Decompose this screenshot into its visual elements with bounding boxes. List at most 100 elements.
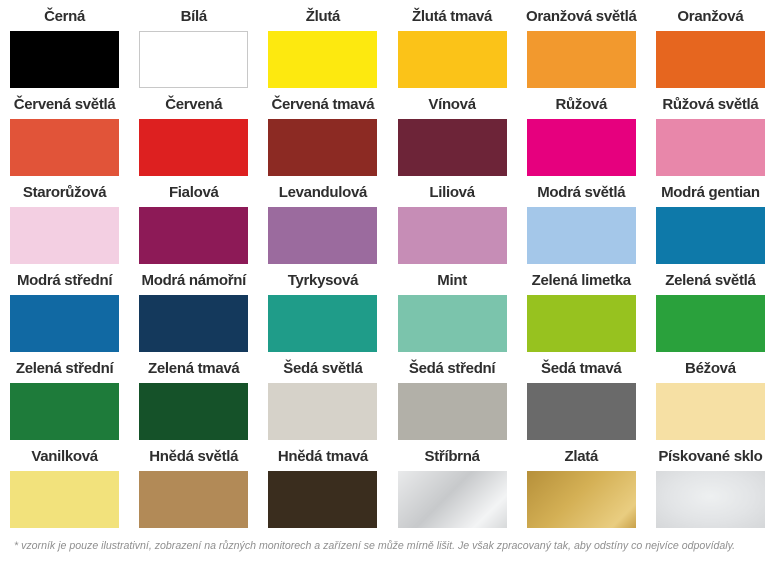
swatch-cell: Tyrkysová bbox=[258, 264, 387, 352]
swatch-cell: Hnědá tmavá bbox=[258, 440, 387, 528]
color-swatch bbox=[268, 295, 378, 352]
color-swatch bbox=[10, 295, 120, 352]
swatch-cell: Modrá gentian bbox=[646, 176, 775, 264]
swatch-label: Zlatá bbox=[564, 448, 598, 465]
swatch-cell: Červená tmavá bbox=[258, 88, 387, 176]
color-swatch bbox=[397, 383, 507, 440]
swatch-cell: Mint bbox=[388, 264, 517, 352]
swatch-label: Zelená světlá bbox=[665, 272, 756, 289]
swatch-label: Béžová bbox=[685, 360, 736, 377]
color-swatch bbox=[10, 383, 120, 440]
swatch-cell: Černá bbox=[0, 0, 129, 88]
color-swatch bbox=[10, 207, 120, 264]
color-swatch bbox=[526, 471, 636, 528]
color-swatch bbox=[526, 119, 636, 176]
swatch-cell: Hnědá světlá bbox=[129, 440, 258, 528]
swatch-grid: Černá Bílá Žlutá Žlutá tmavá Oranžová světlá… bbox=[0, 0, 775, 528]
color-swatch bbox=[139, 295, 249, 352]
color-swatch bbox=[139, 31, 249, 88]
swatch-cell: Modrá námořní bbox=[129, 264, 258, 352]
swatch-label: Červená tmavá bbox=[271, 96, 375, 113]
color-swatch bbox=[268, 119, 378, 176]
color-swatch bbox=[10, 119, 120, 176]
swatch-cell: Liliová bbox=[388, 176, 517, 264]
swatch-cell: Oranžová světlá bbox=[517, 0, 646, 88]
swatch-cell: Modrá střední bbox=[0, 264, 129, 352]
swatch-cell: Béžová bbox=[646, 352, 775, 440]
swatch-label: Modrá střední bbox=[16, 272, 113, 289]
color-swatch bbox=[397, 119, 507, 176]
swatch-cell: Modrá světlá bbox=[517, 176, 646, 264]
swatch-label: Šedá světlá bbox=[283, 360, 363, 377]
color-swatch bbox=[268, 383, 378, 440]
swatch-cell: Vínová bbox=[388, 88, 517, 176]
swatch-label: Pískované sklo bbox=[658, 448, 763, 465]
swatch-cell: Žlutá tmavá bbox=[388, 0, 517, 88]
color-swatch bbox=[655, 471, 765, 528]
swatch-label: Zelená limetka bbox=[531, 272, 631, 289]
color-swatch bbox=[655, 31, 765, 88]
swatch-cell: Červená bbox=[129, 88, 258, 176]
swatch-label: Modrá námořní bbox=[141, 272, 247, 289]
swatch-label: Černá bbox=[44, 8, 86, 25]
color-swatch bbox=[397, 31, 507, 88]
swatch-cell: Pískované sklo bbox=[646, 440, 775, 528]
swatch-label: Zelená střední bbox=[15, 360, 114, 377]
swatch-cell: Zelená tmavá bbox=[129, 352, 258, 440]
swatch-cell: Levandulová bbox=[258, 176, 387, 264]
color-swatch bbox=[655, 119, 765, 176]
swatch-cell: Růžová bbox=[517, 88, 646, 176]
swatch-label: Zelená tmavá bbox=[148, 360, 240, 377]
color-swatch bbox=[526, 31, 636, 88]
color-swatch bbox=[139, 383, 249, 440]
color-swatch bbox=[655, 207, 765, 264]
swatch-cell: Červená světlá bbox=[0, 88, 129, 176]
swatch-label: Liliová bbox=[429, 184, 475, 201]
color-swatch bbox=[526, 207, 636, 264]
swatch-cell: Zelená střední bbox=[0, 352, 129, 440]
swatch-label: Modrá světlá bbox=[537, 184, 626, 201]
swatch-label: Červená světlá bbox=[13, 96, 116, 113]
swatch-label: Vínová bbox=[428, 96, 476, 113]
swatch-label: Hnědá tmavá bbox=[277, 448, 368, 465]
swatch-label: Tyrkysová bbox=[287, 272, 359, 289]
color-swatch bbox=[397, 295, 507, 352]
swatch-label: Hnědá světlá bbox=[149, 448, 239, 465]
color-swatch bbox=[139, 471, 249, 528]
swatch-cell: Zelená světlá bbox=[646, 264, 775, 352]
color-swatch bbox=[397, 207, 507, 264]
footnote: * vzorník je pouze ilustrativní, zobraze… bbox=[14, 540, 736, 552]
color-swatch bbox=[10, 471, 120, 528]
swatch-label: Růžová bbox=[555, 96, 608, 113]
swatch-cell: Starorůžová bbox=[0, 176, 129, 264]
swatch-label: Modrá gentian bbox=[661, 184, 760, 201]
swatch-cell: Stříbrná bbox=[388, 440, 517, 528]
swatch-label: Fialová bbox=[168, 184, 219, 201]
swatch-cell: Šedá tmavá bbox=[517, 352, 646, 440]
color-swatch bbox=[655, 295, 765, 352]
swatch-cell: Vanilková bbox=[0, 440, 129, 528]
swatch-cell: Zlatá bbox=[517, 440, 646, 528]
color-swatch bbox=[268, 31, 378, 88]
swatch-label: Žlutá tmavá bbox=[412, 8, 493, 25]
swatch-label: Levandulová bbox=[278, 184, 368, 201]
color-swatch bbox=[10, 31, 120, 88]
swatch-cell: Zelená limetka bbox=[517, 264, 646, 352]
swatch-cell: Bílá bbox=[129, 0, 258, 88]
swatch-label: Mint bbox=[437, 272, 467, 289]
swatch-label: Stříbrná bbox=[424, 448, 480, 465]
color-swatch bbox=[655, 383, 765, 440]
swatch-label: Šedá střední bbox=[408, 360, 496, 377]
color-swatch bbox=[268, 207, 378, 264]
swatch-label: Růžová světlá bbox=[662, 96, 759, 113]
swatch-cell: Oranžová bbox=[646, 0, 775, 88]
swatch-cell: Šedá střední bbox=[388, 352, 517, 440]
color-swatch bbox=[139, 119, 249, 176]
swatch-label: Oranžová světlá bbox=[525, 8, 637, 25]
color-swatch bbox=[526, 295, 636, 352]
swatch-label: Starorůžová bbox=[22, 184, 107, 201]
swatch-cell: Šedá světlá bbox=[258, 352, 387, 440]
color-swatch bbox=[268, 471, 378, 528]
swatch-label: Oranžová bbox=[677, 8, 744, 25]
